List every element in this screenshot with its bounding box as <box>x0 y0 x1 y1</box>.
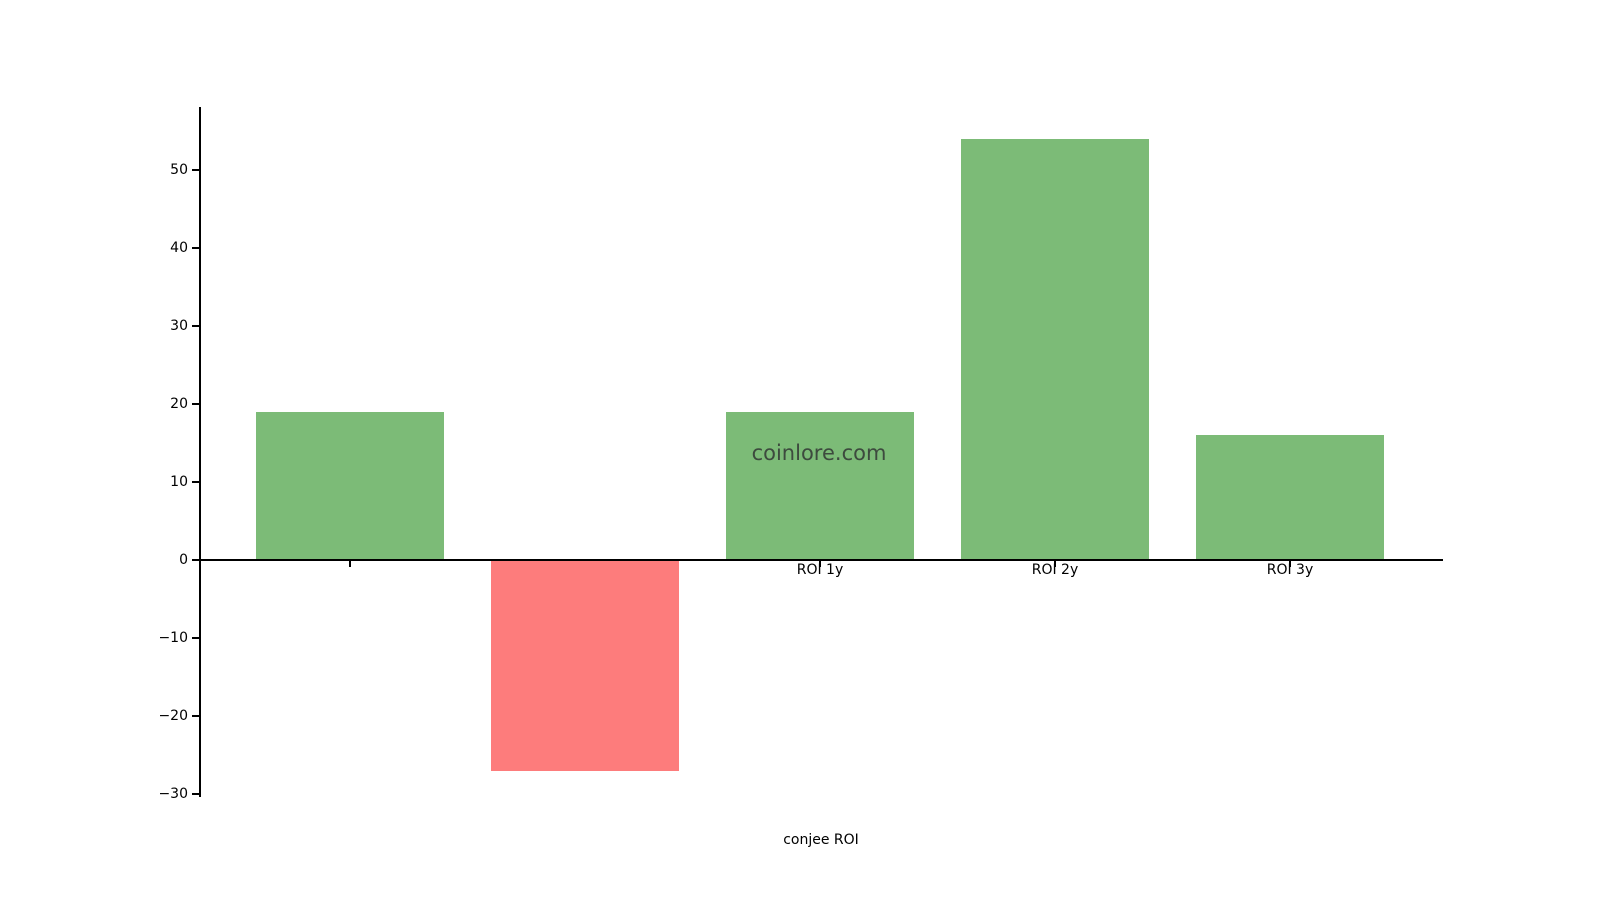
y-tick-label: 50 <box>170 162 188 178</box>
y-tick-label: 40 <box>170 240 188 256</box>
bar-ROI 3y <box>1196 435 1384 560</box>
y-tick-mark <box>192 169 199 171</box>
x-tick-label: ROI 3y <box>1266 562 1314 578</box>
y-tick-mark <box>192 325 199 327</box>
x-tick-mark <box>1289 560 1291 567</box>
y-tick-label: −30 <box>158 786 188 802</box>
x-axis-title: conjee ROI <box>783 832 859 848</box>
y-tick-mark <box>192 481 199 483</box>
x-tick-mark <box>349 560 351 567</box>
x-tick-label: ROI 2y <box>1031 562 1079 578</box>
y-tick-mark <box>192 637 199 639</box>
y-axis-line <box>199 107 201 797</box>
x-axis-line <box>199 559 1443 561</box>
x-tick-mark <box>1054 560 1056 567</box>
y-tick-mark <box>192 793 199 795</box>
y-tick-label: 0 <box>179 552 188 568</box>
y-tick-label: 10 <box>170 474 188 490</box>
watermark: coinlore.com <box>751 441 887 465</box>
y-tick-label: 20 <box>170 396 188 412</box>
y-tick-mark <box>192 403 199 405</box>
y-tick-label: −10 <box>158 630 188 646</box>
y-tick-label: 30 <box>170 318 188 334</box>
bar-unlabeled-1 <box>256 411 444 560</box>
y-tick-mark <box>192 247 199 249</box>
x-tick-label: ROI 1y <box>796 562 844 578</box>
y-tick-label: −20 <box>158 708 188 724</box>
bar-ROI 2y <box>961 138 1149 560</box>
x-tick-mark <box>819 560 821 567</box>
y-tick-mark <box>192 559 199 561</box>
bar-unlabeled-2 <box>491 560 679 771</box>
bar-ROI 1y <box>726 411 914 560</box>
y-tick-mark <box>192 715 199 717</box>
